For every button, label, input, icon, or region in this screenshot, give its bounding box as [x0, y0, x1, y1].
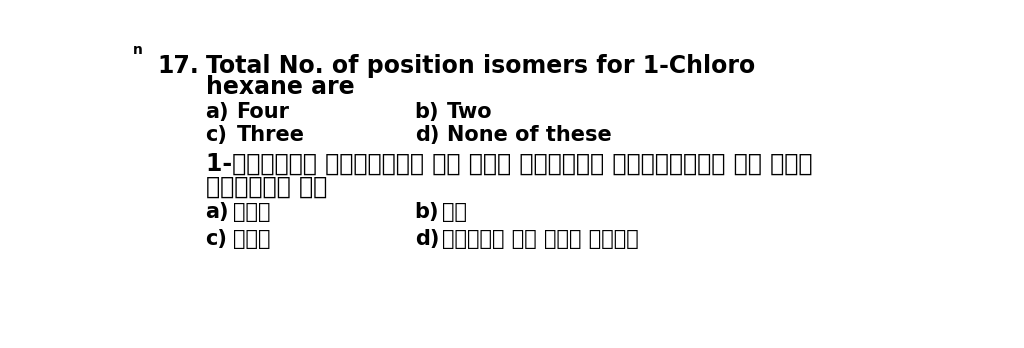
- Text: Three: Three: [237, 125, 304, 145]
- Text: None of these: None of these: [447, 125, 612, 145]
- Text: b): b): [415, 102, 439, 122]
- Text: d): d): [415, 125, 439, 145]
- Text: 17.: 17.: [158, 54, 200, 78]
- Text: तीन: तीन: [232, 229, 270, 249]
- Text: hexane are: hexane are: [206, 75, 354, 99]
- Text: चार: चार: [232, 202, 270, 222]
- Text: Two: Two: [447, 102, 493, 122]
- Text: इनमें से कोई नहीं: इनमें से कोई नहीं: [442, 229, 639, 249]
- Text: 1-क्लोरो हेक्सेन के लिए स्थिति समावयवता की कुल: 1-क्लोरो हेक्सेन के लिए स्थिति समावयवता …: [206, 152, 812, 176]
- Text: c): c): [206, 229, 227, 249]
- Text: b): b): [415, 202, 439, 222]
- Text: a): a): [206, 202, 229, 222]
- Text: दो: दो: [442, 202, 467, 222]
- Text: d): d): [415, 229, 439, 249]
- Text: संख्या है: संख्या है: [206, 175, 327, 199]
- Text: n: n: [133, 42, 142, 56]
- Text: Four: Four: [237, 102, 290, 122]
- Text: c): c): [206, 125, 227, 145]
- Text: Total No. of position isomers for 1-Chloro: Total No. of position isomers for 1-Chlo…: [206, 54, 755, 78]
- Text: a): a): [206, 102, 229, 122]
